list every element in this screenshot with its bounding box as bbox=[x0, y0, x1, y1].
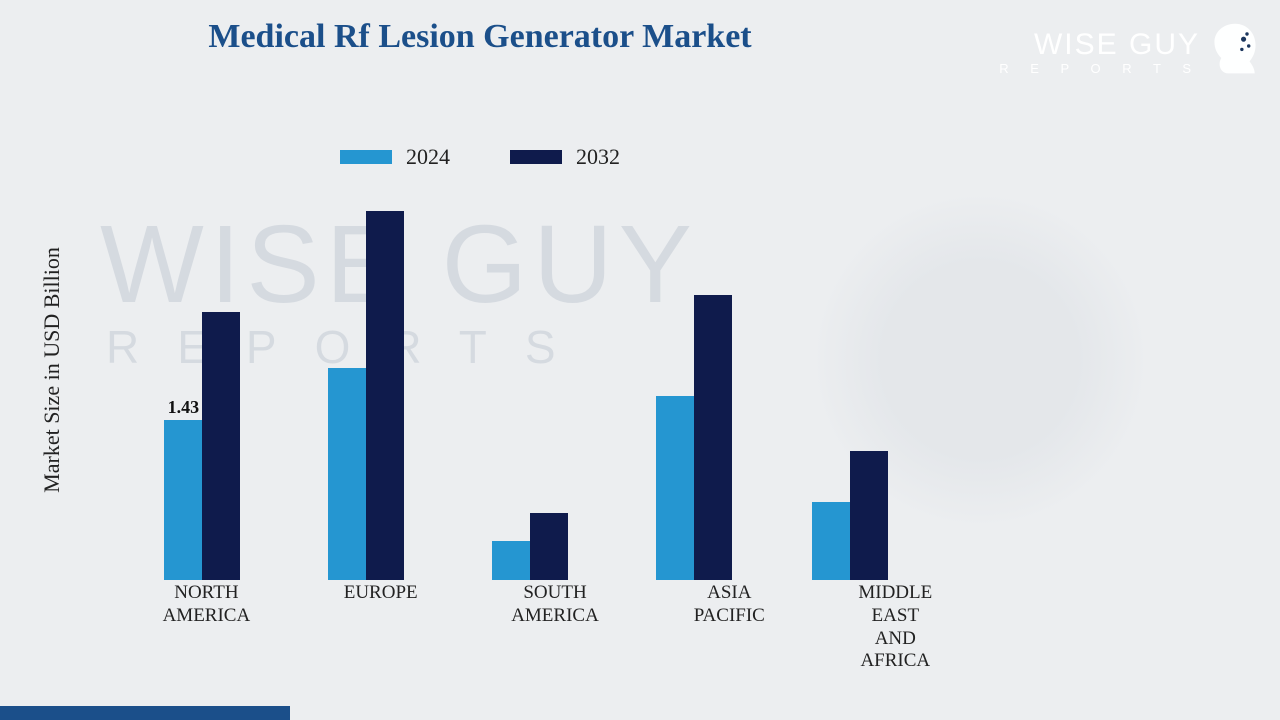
legend-swatch-2032 bbox=[510, 150, 562, 164]
bar-2024 bbox=[164, 420, 202, 580]
x-axis-label: NORTH AMERICA bbox=[136, 582, 276, 628]
brand-logo: WISE GUY R E P O R T S bbox=[992, 22, 1262, 82]
bar-2024 bbox=[328, 368, 366, 580]
page-root: WISE GUY R E P O R T S WISE GUY REPORTS … bbox=[0, 0, 1280, 720]
y-axis-label: Market Size in USD Billion bbox=[39, 247, 65, 493]
bar-2032 bbox=[694, 295, 732, 580]
legend-label-2032: 2032 bbox=[576, 144, 620, 170]
bar-2024 bbox=[492, 541, 530, 580]
bar-group bbox=[328, 200, 404, 580]
bar-2032 bbox=[850, 451, 888, 580]
legend-item-2032: 2032 bbox=[510, 144, 620, 170]
legend: 2024 2032 bbox=[0, 144, 960, 170]
bar-2032 bbox=[202, 312, 240, 580]
bottom-accent-bar bbox=[0, 706, 290, 720]
bar-value-label: 1.43 bbox=[168, 397, 200, 418]
brand-sub: R E P O R T S bbox=[999, 62, 1200, 75]
bar-group bbox=[656, 200, 732, 580]
legend-label-2024: 2024 bbox=[406, 144, 450, 170]
x-axis: NORTH AMERICAEUROPESOUTH AMERICAASIA PAC… bbox=[140, 582, 970, 702]
plot-area: 1.43 bbox=[140, 200, 920, 580]
chart-title: Medical Rf Lesion Generator Market bbox=[0, 18, 960, 56]
x-axis-label: MIDDLE EAST AND AFRICA bbox=[825, 582, 965, 673]
x-axis-label: EUROPE bbox=[311, 582, 451, 605]
bar-group bbox=[492, 200, 568, 580]
bar-2032 bbox=[530, 513, 568, 580]
legend-item-2024: 2024 bbox=[340, 144, 450, 170]
legend-swatch-2024 bbox=[340, 150, 392, 164]
x-axis-label: SOUTH AMERICA bbox=[485, 582, 625, 628]
x-axis-label: ASIA PACIFIC bbox=[659, 582, 799, 628]
brand-head-icon bbox=[1208, 22, 1262, 82]
brand-text: WISE GUY R E P O R T S bbox=[999, 30, 1200, 75]
brand-top: WISE GUY bbox=[1034, 30, 1200, 60]
bar-2024 bbox=[812, 502, 850, 580]
chart-area: 1.43 bbox=[100, 200, 930, 580]
bar-2024 bbox=[656, 396, 694, 580]
bar-group: 1.43 bbox=[164, 200, 240, 580]
bar-2032 bbox=[366, 211, 404, 580]
bar-group bbox=[812, 200, 888, 580]
